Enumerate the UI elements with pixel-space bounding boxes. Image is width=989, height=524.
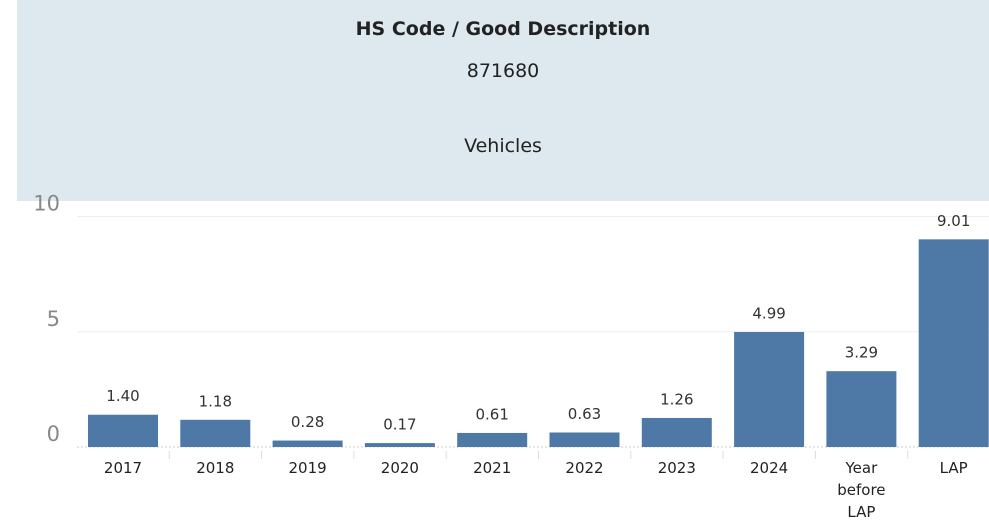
bar: [734, 331, 805, 447]
value-label: 4.99: [752, 304, 785, 322]
bar: [364, 443, 435, 447]
description: Vehicles: [464, 135, 542, 157]
value-label: 0.61: [475, 405, 508, 423]
bar: [918, 239, 989, 447]
header: HS Code / Good Description 871680 Vehicl…: [17, 0, 989, 201]
bar: [826, 371, 897, 447]
value-label: 0.63: [568, 405, 601, 423]
x-tick-label: Year before LAP: [837, 459, 886, 521]
bar: [272, 440, 343, 447]
x-tick-label: 2023: [657, 459, 696, 477]
bar: [88, 414, 158, 447]
y-tick-label: 5: [47, 307, 60, 331]
x-tick-label: 2020: [380, 459, 419, 477]
value-label: 9.01: [937, 212, 970, 230]
y-tick-label: 0: [47, 422, 60, 446]
value-label: 1.26: [660, 390, 693, 408]
value-label: 0.17: [383, 416, 416, 434]
value-label: 0.28: [291, 413, 324, 431]
value-label: 3.29: [845, 344, 878, 362]
x-tick-label: LAP: [939, 459, 968, 477]
value-label: 1.40: [106, 387, 139, 405]
x-tick-label: 2024: [750, 459, 789, 477]
header-title: HS Code / Good Description: [355, 18, 651, 40]
x-tick-label: 2019: [288, 459, 327, 477]
bar: [180, 419, 251, 447]
y-tick-label: 10: [33, 192, 60, 216]
bar: [641, 417, 712, 447]
x-tick-label: 2021: [473, 459, 512, 477]
bar: [457, 432, 528, 447]
x-tick-label: 2018: [196, 459, 235, 477]
value-label: 1.18: [199, 392, 232, 410]
bar: [549, 432, 620, 447]
x-tick-label: 2022: [565, 459, 604, 477]
hs-code: 871680: [466, 60, 540, 82]
x-tick-label: 2017: [103, 459, 143, 477]
